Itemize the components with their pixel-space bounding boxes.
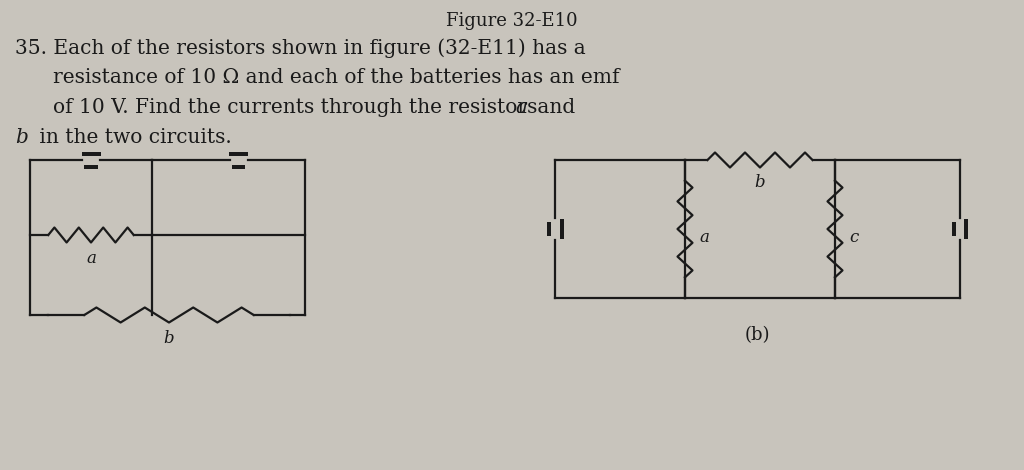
Text: and: and (531, 98, 575, 117)
Text: a: a (515, 98, 527, 117)
Text: of 10 V. Find the currents through the resistors: of 10 V. Find the currents through the r… (53, 98, 544, 117)
Text: a: a (699, 228, 709, 245)
Text: a: a (86, 250, 96, 267)
Text: b: b (755, 174, 765, 191)
Text: b: b (164, 330, 174, 347)
Text: in the two circuits.: in the two circuits. (33, 128, 231, 147)
Text: (b): (b) (744, 326, 770, 344)
Text: b: b (15, 128, 28, 147)
Text: Figure 32-E10: Figure 32-E10 (446, 12, 578, 30)
Text: 35. Each of the resistors shown in figure (32-E11) has a: 35. Each of the resistors shown in figur… (15, 38, 586, 58)
Text: c: c (849, 228, 858, 245)
Text: resistance of 10 Ω and each of the batteries has an emf: resistance of 10 Ω and each of the batte… (53, 68, 620, 87)
